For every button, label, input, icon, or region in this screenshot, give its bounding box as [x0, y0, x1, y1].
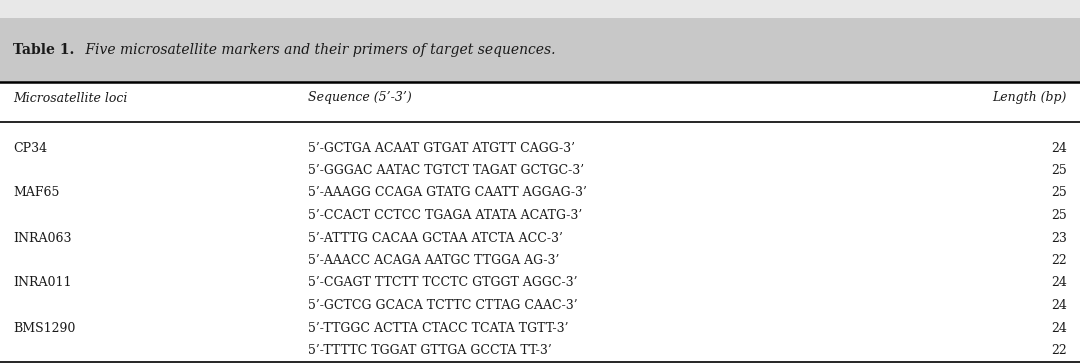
- Text: 25: 25: [1051, 186, 1067, 199]
- Text: 5’-GCTCG GCACA TCTTC CTTAG CAAC-3’: 5’-GCTCG GCACA TCTTC CTTAG CAAC-3’: [308, 299, 578, 312]
- Text: 24: 24: [1051, 299, 1067, 312]
- Text: 5’-CGAGT TTCTT TCCTC GTGGT AGGC-3’: 5’-CGAGT TTCTT TCCTC GTGGT AGGC-3’: [308, 277, 578, 289]
- Text: 5’-TTGGC ACTTA CTACC TCATA TGTT-3’: 5’-TTGGC ACTTA CTACC TCATA TGTT-3’: [308, 321, 568, 335]
- Bar: [0, 82, 1080, 364]
- Text: 25: 25: [1051, 209, 1067, 222]
- Text: 5’-CCACT CCTCC TGAGA ATATA ACATG-3’: 5’-CCACT CCTCC TGAGA ATATA ACATG-3’: [308, 209, 582, 222]
- Text: Sequence (5’-3’): Sequence (5’-3’): [308, 91, 411, 104]
- Bar: [0, 18, 1080, 82]
- Text: 5’-ATTTG CACAA GCTAA ATCTA ACC-3’: 5’-ATTTG CACAA GCTAA ATCTA ACC-3’: [308, 232, 563, 245]
- Text: 24: 24: [1051, 142, 1067, 154]
- Text: 24: 24: [1051, 321, 1067, 335]
- Text: 5’-GCTGA ACAAT GTGAT ATGTT CAGG-3’: 5’-GCTGA ACAAT GTGAT ATGTT CAGG-3’: [308, 142, 575, 154]
- Text: 22: 22: [1051, 344, 1067, 357]
- Text: CP34: CP34: [13, 142, 48, 154]
- Bar: [0, 0, 1080, 18]
- Text: 25: 25: [1051, 164, 1067, 177]
- Text: 22: 22: [1051, 254, 1067, 267]
- Text: MAF65: MAF65: [13, 186, 59, 199]
- Text: INRA011: INRA011: [13, 277, 71, 289]
- Text: 24: 24: [1051, 277, 1067, 289]
- Text: 5’-AAACC ACAGA AATGC TTGGA AG-3’: 5’-AAACC ACAGA AATGC TTGGA AG-3’: [308, 254, 559, 267]
- Text: BMS1290: BMS1290: [13, 321, 76, 335]
- Text: Length (bp): Length (bp): [993, 91, 1067, 104]
- Text: 5’-AAAGG CCAGA GTATG CAATT AGGAG-3’: 5’-AAAGG CCAGA GTATG CAATT AGGAG-3’: [308, 186, 586, 199]
- Text: 5’-TTTTC TGGAT GTTGA GCCTA TT-3’: 5’-TTTTC TGGAT GTTGA GCCTA TT-3’: [308, 344, 552, 357]
- Text: 5’-GGGAC AATAC TGTCT TAGAT GCTGC-3’: 5’-GGGAC AATAC TGTCT TAGAT GCTGC-3’: [308, 164, 584, 177]
- Text: Five microsatellite markers and their primers of target sequences.: Five microsatellite markers and their pr…: [81, 43, 555, 57]
- Text: INRA063: INRA063: [13, 232, 71, 245]
- Text: Table 1.: Table 1.: [13, 43, 75, 57]
- Text: 23: 23: [1051, 232, 1067, 245]
- Text: Microsatellite loci: Microsatellite loci: [13, 91, 127, 104]
